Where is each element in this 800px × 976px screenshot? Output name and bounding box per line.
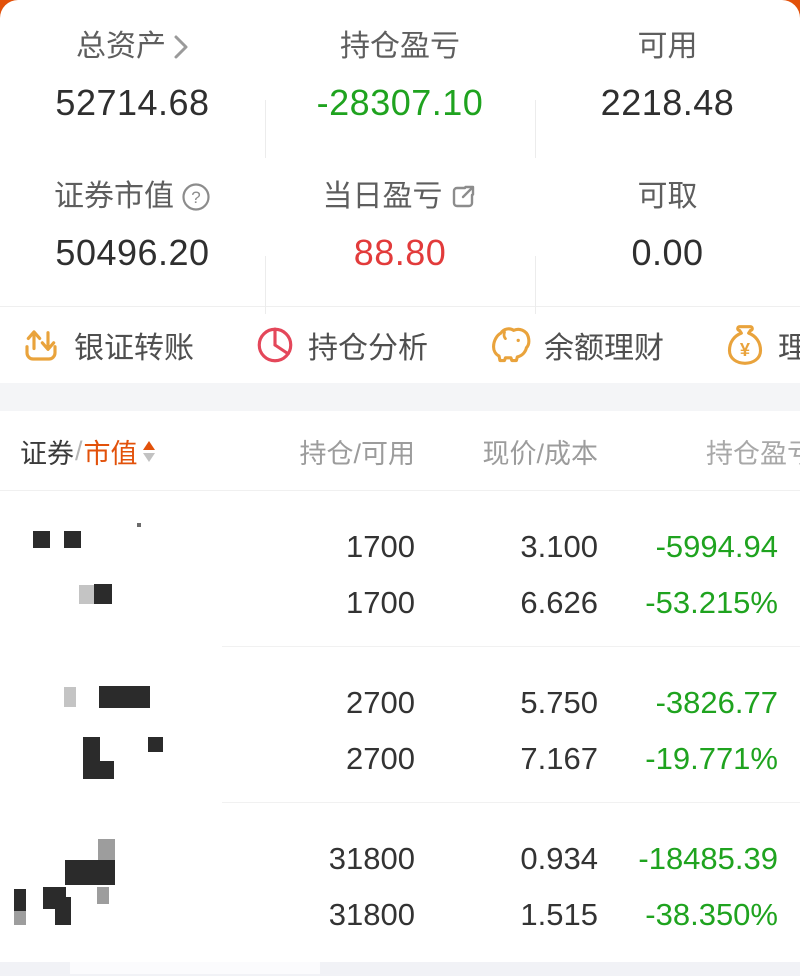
position-analysis-button[interactable]: 持仓分析 [254,323,428,367]
position-pnl-block: 持仓盈亏 -28307.10 [265,30,535,124]
today-pnl-link[interactable]: 当日盈亏 [323,180,478,214]
today-pnl-value: 88.80 [353,232,447,273]
divider [265,100,266,158]
holding-row[interactable]: 1700 1700 3.100 6.626 -5994.94 -53.215% [0,491,800,647]
pnl-amount: -18485.39 [638,841,778,876]
bank-transfer-button[interactable]: 银证转账 [20,323,194,367]
position-pnl-label: 持仓盈亏 [340,30,460,63]
pnl-percent: -53.215% [645,585,778,620]
price-cost-cell: 5.750 7.167 [415,683,598,779]
header-price-cost[interactable]: 现价/成本 [482,438,598,469]
divider [535,100,536,158]
current-price: 3.100 [520,529,598,564]
header-market-value-label: 市值 [83,438,138,469]
redacted-stock-name [0,839,225,935]
divider [535,256,536,314]
total-assets-block: 总资产 52714.68 [0,30,265,124]
market-value-label: 证券市值 [54,180,174,213]
cost-price: 1.515 [520,897,598,932]
withdrawable-value: 0.00 [631,232,704,273]
position-value: 1700 [346,529,415,564]
position-value: 2700 [346,685,415,720]
position-pnl-value: -28307.10 [316,82,484,123]
quick-actions-toolbar: 银证转账 持仓分析 余额理财 ¥ 理财 [0,307,800,383]
withdrawable-block: 可取 0.00 [535,180,800,274]
pnl-cell: -3826.77 -19.771% [598,683,778,779]
money-bag-icon: ¥ [724,323,766,367]
position-value: 31800 [328,841,415,876]
sort-arrows-icon [142,440,155,462]
price-cost-cell: 0.934 1.515 [415,839,598,935]
available-label: 可用 [637,30,698,63]
available-value: 1700 [346,585,415,620]
available-block: 可用 2218.48 [535,30,800,124]
question-circle-icon[interactable]: ? [181,182,211,212]
svg-text:¥: ¥ [740,339,751,360]
market-value-value: 50496.20 [55,232,210,273]
pnl-cell: -5994.94 -53.215% [598,527,778,623]
section-divider-band [0,383,800,411]
external-link-icon [450,183,478,211]
pnl-percent: -38.350% [645,897,778,932]
holdings-table-header: 证券 / 市值 持仓/可用 现价/成本 持仓盈亏 [0,411,800,491]
position-available-cell: 2700 2700 [225,683,415,779]
bottom-divider-band [0,962,800,976]
svg-text:?: ? [191,188,200,207]
withdrawable-label: 可取 [637,180,698,213]
piggy-bank-icon [488,324,532,366]
price-cost-cell: 3.100 6.626 [415,527,598,623]
bank-transfer-label: 银证转账 [74,332,194,365]
position-available-cell: 1700 1700 [225,527,415,623]
today-pnl-block: 当日盈亏 88.80 [265,180,535,274]
position-available-cell: 31800 31800 [225,839,415,935]
transfer-icon [20,324,62,366]
divider [265,256,266,314]
position-analysis-label: 持仓分析 [308,332,428,365]
total-assets-label: 总资产 [76,30,166,63]
wealth-products-label: 理财 [778,332,800,365]
cost-price: 6.626 [520,585,598,620]
pnl-amount: -3826.77 [655,685,778,720]
balance-wealth-label: 余额理财 [544,332,664,365]
redacted-stock-name [0,683,225,779]
available-value: 31800 [328,897,415,932]
current-price: 5.750 [520,685,598,720]
pie-chart-icon [254,324,296,366]
header-position-pnl[interactable]: 持仓盈亏 [706,438,800,469]
holding-row[interactable]: 31800 31800 0.934 1.515 -18485.39 -38.35… [0,803,800,959]
total-assets-value: 52714.68 [55,82,210,123]
account-summary: 总资产 52714.68 持仓盈亏 -28307.10 可用 2218.48 [0,0,800,314]
header-position-available[interactable]: 持仓/可用 [299,438,415,469]
wealth-products-button[interactable]: ¥ 理财 [724,323,800,367]
sort-by-market-value-header[interactable]: 证券 / 市值 [0,432,225,471]
total-assets-link[interactable]: 总资产 [76,30,189,64]
available-value: 2700 [346,741,415,776]
cost-price: 7.167 [520,741,598,776]
chevron-right-icon [173,34,189,60]
market-value-block: 证券市值 ? 50496.20 [0,180,265,274]
holding-row[interactable]: 2700 2700 5.750 7.167 -3826.77 -19.771% [0,647,800,803]
balance-wealth-button[interactable]: 余额理财 [488,323,664,367]
holdings-table: 证券 / 市值 持仓/可用 现价/成本 持仓盈亏 1700 1700 [0,411,800,959]
header-securities-label: 证券 [20,438,74,469]
redacted-stock-name [0,523,225,623]
available-value: 2218.48 [600,82,735,123]
today-pnl-label: 当日盈亏 [322,180,443,213]
pnl-amount: -5994.94 [655,529,778,564]
pnl-cell: -18485.39 -38.350% [598,839,778,935]
pnl-percent: -19.771% [645,741,778,776]
divider [0,306,800,307]
current-price: 0.934 [520,841,598,876]
